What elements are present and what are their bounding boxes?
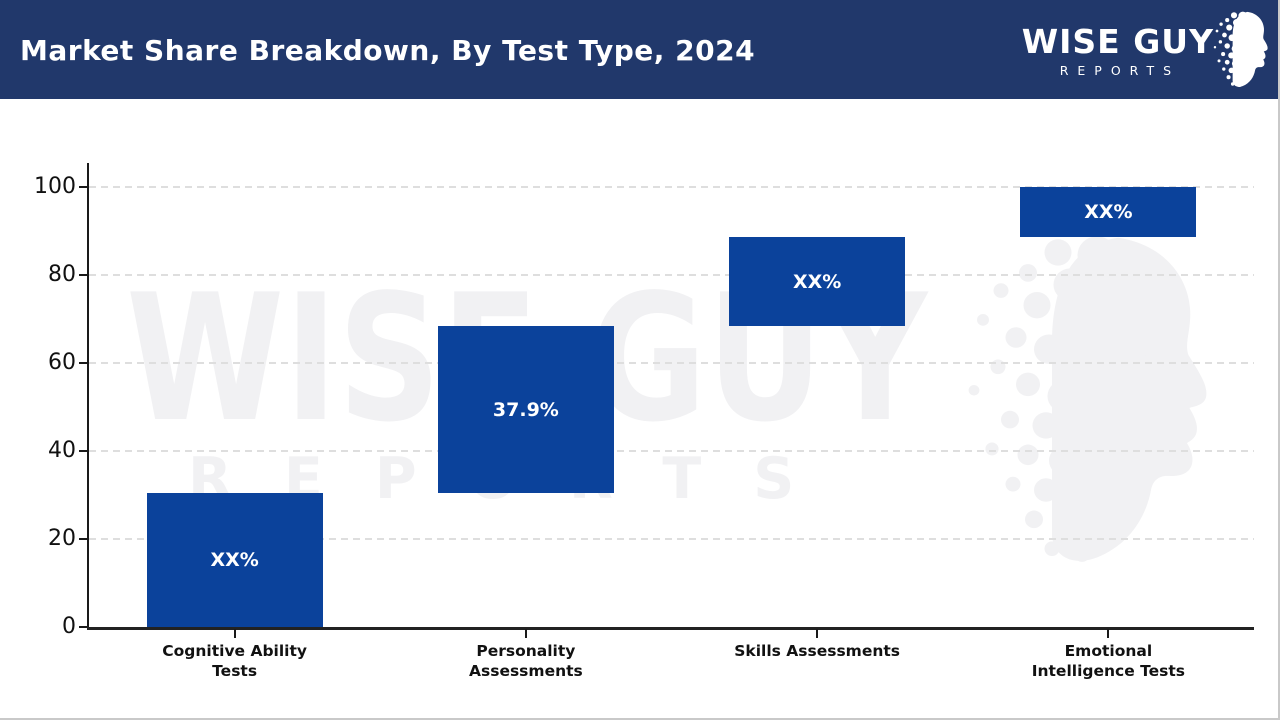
- category-label: Cognitive Ability Tests: [100, 641, 370, 681]
- y-tick-label: 40: [48, 438, 76, 463]
- y-tick-mark: [79, 362, 88, 364]
- gridline-60: [89, 362, 1254, 364]
- brand-subtitle: REPORTS: [1059, 63, 1181, 78]
- header-bar: Market Share Breakdown, By Test Type, 20…: [0, 0, 1278, 99]
- category-label: Emotional Intelligence Tests: [973, 641, 1243, 681]
- category-label-line: Emotional: [1064, 642, 1153, 660]
- brand-logo-text: WISE GUY REPORTS: [1022, 22, 1214, 78]
- gridline-80: [89, 274, 1254, 276]
- category-label-line: Personality: [476, 642, 576, 660]
- bar-value-label: XX%: [1084, 201, 1133, 224]
- brand-logo: WISE GUY REPORTS: [1018, 6, 1268, 94]
- bar-value-label: 37.9%: [492, 398, 559, 421]
- brand-name: WISE GUY: [1021, 22, 1214, 61]
- y-tick-label: 80: [48, 262, 76, 287]
- bar-segment: XX%: [729, 237, 906, 327]
- gridline-20: [89, 538, 1254, 540]
- bar-segment: XX%: [1020, 187, 1197, 238]
- y-tick-label: 20: [48, 526, 76, 551]
- x-tick-mark: [816, 629, 819, 638]
- watermark-head-icon: [968, 236, 1207, 562]
- page-title: Market Share Breakdown, By Test Type, 20…: [20, 34, 756, 67]
- x-tick-mark: [1107, 629, 1110, 638]
- y-tick-label: 60: [48, 350, 76, 375]
- category-label-line: Intelligence Tests: [1031, 662, 1186, 680]
- gridline-40: [89, 450, 1254, 452]
- y-tick-label: 100: [34, 174, 76, 199]
- y-axis-line: [87, 162, 89, 629]
- bar-segment: 37.9%: [437, 326, 614, 494]
- y-tick-mark: [79, 274, 88, 276]
- bar-value-label: XX%: [210, 549, 259, 572]
- bar-segment: XX%: [146, 493, 323, 627]
- category-label-line: Assessments: [469, 662, 583, 680]
- gridline-100: [89, 186, 1254, 188]
- x-tick-mark: [233, 629, 236, 638]
- y-tick-mark: [79, 626, 88, 628]
- category-label-line: Tests: [212, 662, 258, 680]
- x-axis-line: [87, 627, 1254, 630]
- category-label: Personality Assessments: [391, 641, 661, 681]
- y-tick-mark: [79, 450, 88, 452]
- category-label-line: Cognitive Ability: [162, 642, 307, 660]
- category-label: Skills Assessments: [682, 641, 952, 661]
- x-tick-mark: [524, 629, 527, 638]
- y-tick-mark: [79, 186, 88, 188]
- bar-value-label: XX%: [792, 270, 842, 293]
- y-tick-mark: [79, 538, 88, 540]
- category-label-line: Skills Assessments: [734, 642, 901, 660]
- y-tick-label: 0: [62, 614, 76, 639]
